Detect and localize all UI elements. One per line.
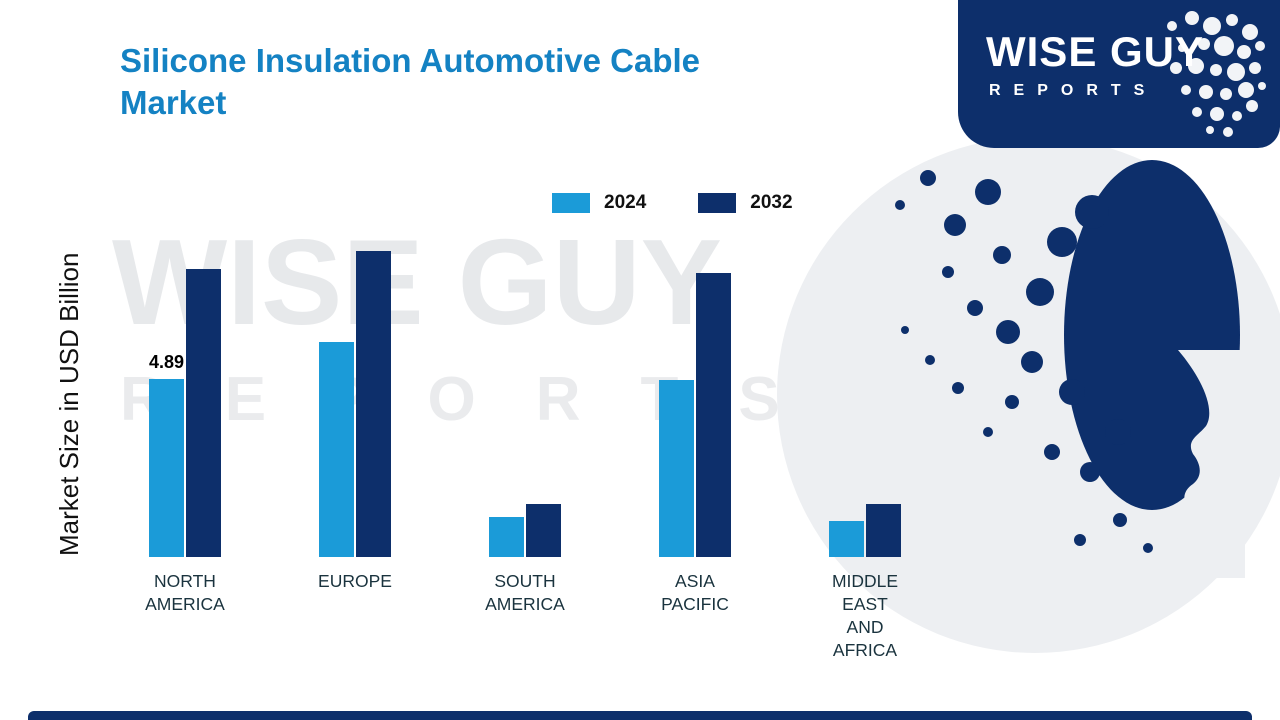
category-label: SOUTH AMERICA bbox=[485, 571, 565, 615]
bar-2024-asia-pacific bbox=[659, 380, 694, 557]
bar-2032-south-america bbox=[526, 504, 561, 557]
chart-legend: 2024 2032 bbox=[552, 192, 793, 214]
bars bbox=[319, 251, 391, 557]
bar-2024-europe bbox=[319, 342, 354, 557]
brand-logo: WISE GUY REPORTS bbox=[958, 0, 1280, 148]
bar-2024-middle-east-and-africa bbox=[829, 521, 864, 557]
bar-2032-asia-pacific bbox=[696, 273, 731, 557]
legend-item-2024: 2024 bbox=[552, 192, 646, 214]
category-label: MIDDLE EAST AND AFRICA bbox=[831, 571, 899, 661]
bar-2032-europe bbox=[356, 251, 391, 557]
bottom-accent-bar bbox=[28, 711, 1252, 720]
bars bbox=[659, 273, 731, 557]
category-label: ASIA PACIFIC bbox=[661, 571, 729, 615]
y-axis-label: Market Size in USD Billion bbox=[54, 252, 84, 556]
legend-item-2032: 2032 bbox=[698, 192, 793, 214]
bar-chart: 4.89 NORTH AMERICA EUROPE SOUTH AMERICA ASIA… bbox=[115, 245, 935, 660]
brand-name: WISE GUY bbox=[986, 28, 1205, 75]
legend-label-2032: 2032 bbox=[750, 192, 793, 213]
bar-2024-south-america bbox=[489, 517, 524, 557]
legend-swatch-2024 bbox=[552, 193, 590, 213]
bar-2024-north-america: 4.89 bbox=[149, 352, 184, 557]
bars: 4.89 bbox=[149, 269, 221, 557]
brand-text: WISE GUY REPORTS bbox=[986, 28, 1205, 100]
bar-groups: 4.89 NORTH AMERICA EUROPE SOUTH AMERICA ASIA… bbox=[115, 245, 935, 660]
category-label: EUROPE bbox=[318, 571, 392, 591]
brand-subname: REPORTS bbox=[989, 82, 1158, 100]
page-title: Silicone Insulation Automotive Cable Mar… bbox=[120, 42, 701, 122]
bar-2032-middle-east-and-africa bbox=[866, 504, 901, 557]
bar-group-europe: EUROPE bbox=[285, 245, 425, 591]
legend-label-2024: 2024 bbox=[604, 192, 647, 213]
bars bbox=[829, 504, 901, 557]
bar-2032-north-america bbox=[186, 269, 221, 557]
category-label: NORTH AMERICA bbox=[145, 571, 225, 615]
bar-group-middle-east-and-africa: MIDDLE EAST AND AFRICA bbox=[795, 245, 935, 660]
bar-group-asia-pacific: ASIA PACIFIC bbox=[625, 245, 765, 614]
bar-group-north-america: 4.89 NORTH AMERICA bbox=[115, 245, 255, 614]
bar-group-south-america: SOUTH AMERICA bbox=[455, 245, 595, 614]
bars bbox=[489, 504, 561, 557]
legend-swatch-2032 bbox=[698, 193, 737, 213]
bar-value-label: 4.89 bbox=[148, 352, 185, 372]
brand-face-dots-icon bbox=[1167, 11, 1266, 137]
